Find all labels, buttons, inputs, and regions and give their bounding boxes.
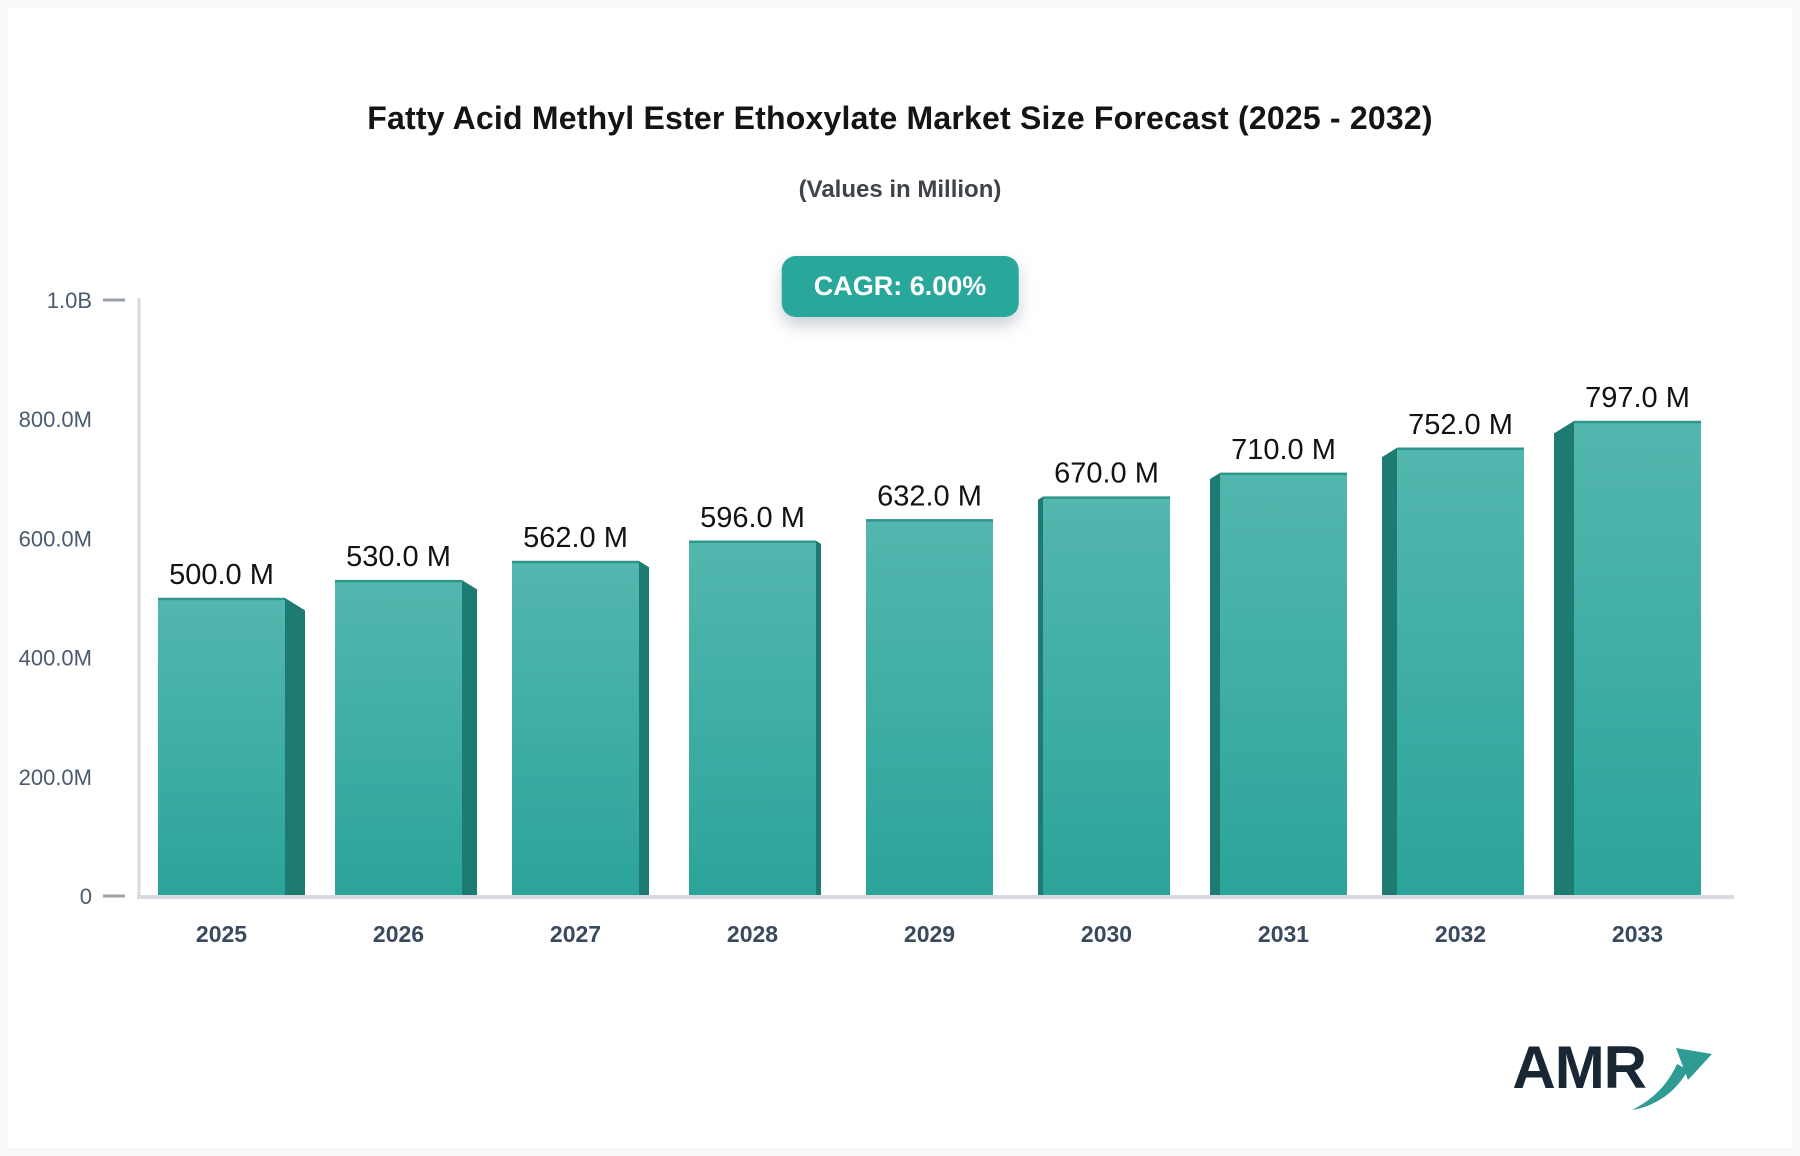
bar-2033[interactable]: 797.0 M 2033 — [1554, 382, 1701, 947]
bar-2028[interactable]: 596.0 M 2028 — [689, 502, 821, 947]
y-tick-label: 800.0M — [19, 407, 92, 432]
y-tick-label: 600.0M — [19, 526, 92, 551]
chart-title: Fatty Acid Methyl Ester Ethoxylate Marke… — [367, 100, 1433, 136]
bar-value-label: 596.0 M — [700, 502, 805, 534]
bar-front-face — [1043, 496, 1170, 896]
bar-front-face — [689, 540, 816, 896]
bar-side-face — [285, 598, 305, 896]
y-tick-label: 200.0M — [19, 765, 92, 790]
y-tick-label: 0 — [80, 884, 92, 909]
y-tick-label: 400.0M — [19, 646, 92, 671]
bar-2031[interactable]: 710.0 M 2031 — [1210, 434, 1347, 947]
bar-2029[interactable]: 632.0 M 2029 — [866, 480, 993, 947]
bar-front-face — [335, 580, 462, 896]
x-tick-label: 2026 — [373, 921, 424, 947]
x-tick-label: 2029 — [904, 921, 955, 947]
bar-side-face — [1554, 420, 1574, 896]
bar-front-face — [1397, 447, 1524, 896]
bar-side-face — [462, 580, 477, 896]
bar-value-label: 752.0 M — [1408, 409, 1513, 441]
cagr-badge: CAGR: 6.00% — [781, 256, 1019, 317]
x-tick-label: 2033 — [1612, 921, 1663, 947]
chart-subtitle: (Values in Million) — [798, 176, 1002, 203]
bar-2032[interactable]: 752.0 M 2032 — [1382, 409, 1524, 947]
x-tick-label: 2031 — [1258, 921, 1309, 947]
x-tick-label: 2027 — [550, 921, 601, 947]
bar-value-label: 710.0 M — [1231, 434, 1336, 466]
bar-2030[interactable]: 670.0 M 2030 — [1038, 458, 1170, 947]
bar-2027[interactable]: 562.0 M 2027 — [512, 522, 649, 947]
bar-value-label: 500.0 M — [169, 559, 274, 591]
x-tick-label: 2025 — [196, 921, 247, 947]
bar-side-face — [1038, 496, 1043, 896]
x-tick-label: 2028 — [727, 921, 778, 947]
bar-front-face — [1574, 420, 1701, 896]
bar-value-label: 632.0 M — [877, 480, 982, 512]
bar-value-label: 530.0 M — [346, 541, 451, 573]
y-tick-label: 1.0B — [47, 288, 92, 313]
x-tick-label: 2032 — [1435, 921, 1486, 947]
amr-logo-text: AMR — [1512, 1034, 1647, 1101]
bar-side-face — [1382, 447, 1397, 896]
bar-side-face — [639, 561, 649, 896]
bar-2025[interactable]: 500.0 M 2025 — [158, 559, 305, 947]
bar-side-face — [816, 540, 821, 896]
bar-2026[interactable]: 530.0 M 2026 — [335, 541, 477, 947]
bar-front-face — [866, 519, 993, 896]
bar-value-label: 562.0 M — [523, 522, 628, 554]
bar-chart: 0 200.0M 400.0M 600.0M 800.0M 1.0B 500.0 M 2025… — [19, 288, 1734, 947]
bar-side-face — [1210, 472, 1220, 896]
bar-front-face — [158, 598, 285, 896]
x-tick-label: 2030 — [1081, 921, 1132, 947]
amr-logo: AMR — [1512, 1038, 1714, 1123]
bar-value-label: 670.0 M — [1054, 458, 1159, 490]
bar-front-face — [1220, 472, 1347, 896]
growth-arrow-icon — [1630, 1040, 1714, 1123]
bar-front-face — [512, 561, 639, 896]
bar-value-label: 797.0 M — [1585, 382, 1690, 414]
